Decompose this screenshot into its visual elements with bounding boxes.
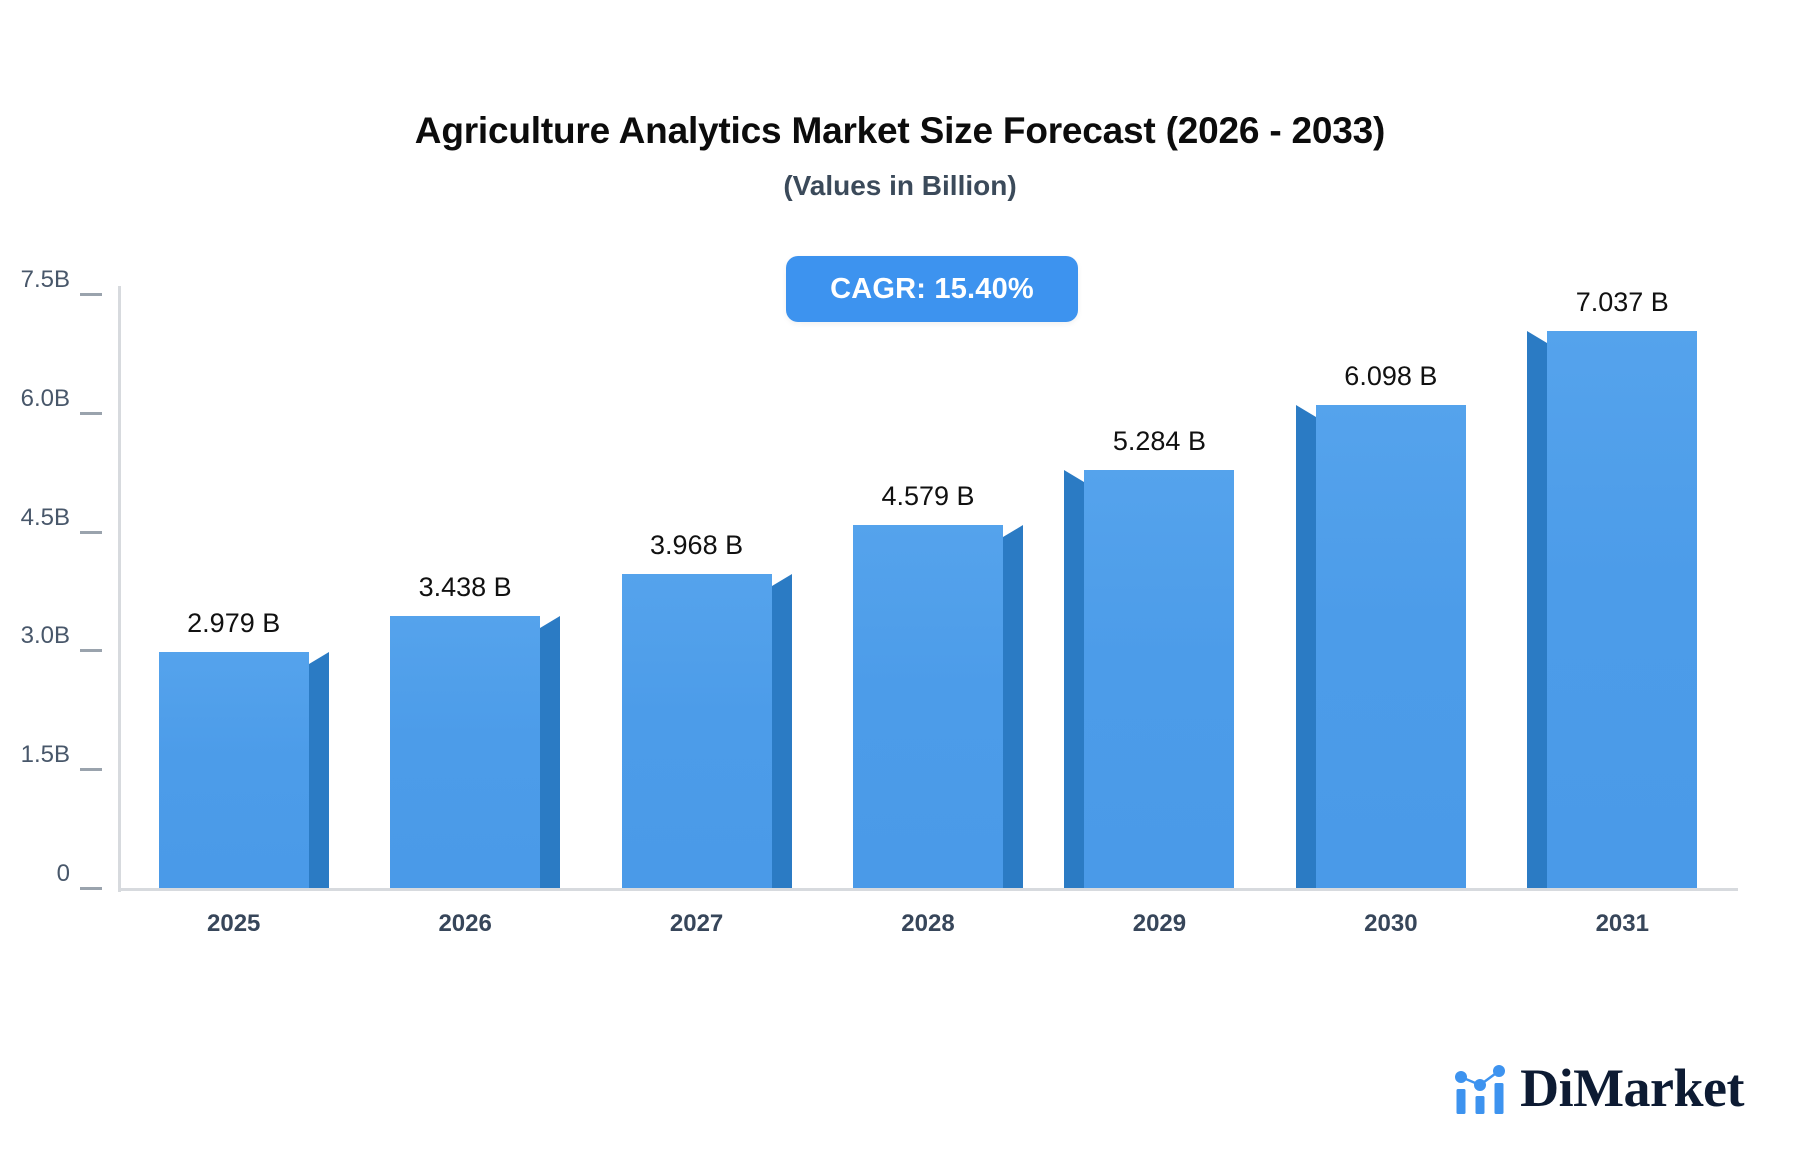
brand-logo: DiMarket	[1454, 1060, 1744, 1116]
y-axis-tick-label: 7.5B	[20, 266, 70, 293]
bar-bevel	[1003, 525, 1023, 538]
bar-bevel	[540, 615, 561, 628]
bar-2030[interactable]: 6.098 B	[1295, 361, 1466, 888]
y-axis-tick-label: 1.5B	[20, 741, 70, 769]
bar-2028[interactable]: 4.579 B	[853, 481, 1023, 888]
bar-bevel	[1064, 469, 1085, 482]
bar-front-face	[1547, 330, 1698, 888]
bar-front-face	[1315, 405, 1466, 888]
bar-2026[interactable]: 3.438 B	[390, 572, 561, 888]
bar-side-face	[771, 585, 792, 888]
bar-side-face	[1527, 342, 1548, 888]
y-axis-tick-label: 4.5B	[20, 503, 70, 531]
page-title: Agriculture Analytics Market Size Foreca…	[414, 110, 1386, 151]
x-axis-tick-label: 2025	[207, 910, 261, 937]
y-axis-tick-label: 3.0B	[20, 622, 70, 650]
cagr-badge-label: CAGR: 15.40%	[830, 272, 1034, 305]
bar-bevel	[308, 652, 329, 665]
bar-value-label: 7.037 B	[1575, 286, 1669, 317]
bar-2025[interactable]: 2.979 B	[158, 608, 329, 888]
y-axis-tick-mark	[80, 530, 102, 534]
bar-value-label: 2.979 B	[187, 608, 281, 639]
bar-side-face	[1295, 417, 1316, 888]
y-axis-tick-mark	[80, 649, 102, 653]
bar-chart-icon	[1454, 1060, 1506, 1116]
y-axis-tick-mark	[80, 293, 102, 296]
x-axis-line	[118, 888, 1738, 891]
y-axis-line	[118, 286, 121, 892]
brand-name: DiMarket	[1520, 1058, 1744, 1118]
bar-front-face	[1084, 469, 1235, 888]
y-axis-tick-mark	[80, 887, 102, 890]
x-axis-tick-label: 2031	[1595, 910, 1649, 937]
x-axis-tick-label: 2027	[669, 910, 724, 937]
y-axis-tick-label: 0	[56, 860, 70, 887]
y-axis-tick-mark	[80, 768, 102, 772]
bar-front-face	[621, 573, 772, 888]
bar-side-face	[1064, 481, 1085, 888]
bar-2027[interactable]: 3.968 B	[621, 530, 792, 888]
bar-bevel	[1527, 330, 1548, 343]
bar-value-label: 3.438 B	[418, 571, 512, 602]
y-axis-tick-mark	[80, 411, 102, 415]
x-axis-tick-label: 2026	[438, 910, 492, 937]
bar-2029[interactable]: 5.284 B	[1064, 426, 1235, 888]
bar-bevel	[771, 573, 792, 586]
bar-value-label: 4.579 B	[881, 481, 975, 512]
bar-value-label: 5.284 B	[1112, 425, 1206, 456]
x-axis-tick-label: 2028	[901, 910, 955, 937]
x-axis-tick-label: 2030	[1364, 910, 1418, 937]
x-axis-tick-label: 2029	[1132, 910, 1187, 937]
bar-value-label: 6.098 B	[1344, 361, 1438, 392]
y-axis-tick-label: 6.0B	[20, 384, 70, 412]
bar-bevel	[1295, 405, 1316, 418]
bar-2031[interactable]: 7.037 B	[1527, 287, 1698, 888]
bar-front-face	[390, 615, 541, 888]
cagr-badge: CAGR: 15.40%	[786, 256, 1078, 322]
bar-side-face	[308, 664, 329, 888]
bar-front-face	[158, 652, 309, 888]
bar-side-face	[540, 627, 561, 888]
bar-front-face	[853, 525, 1003, 888]
bar-value-label: 3.968 B	[650, 529, 744, 560]
bar-side-face	[1003, 537, 1023, 888]
chart-subtitle: (Values in Billion)	[783, 170, 1017, 201]
